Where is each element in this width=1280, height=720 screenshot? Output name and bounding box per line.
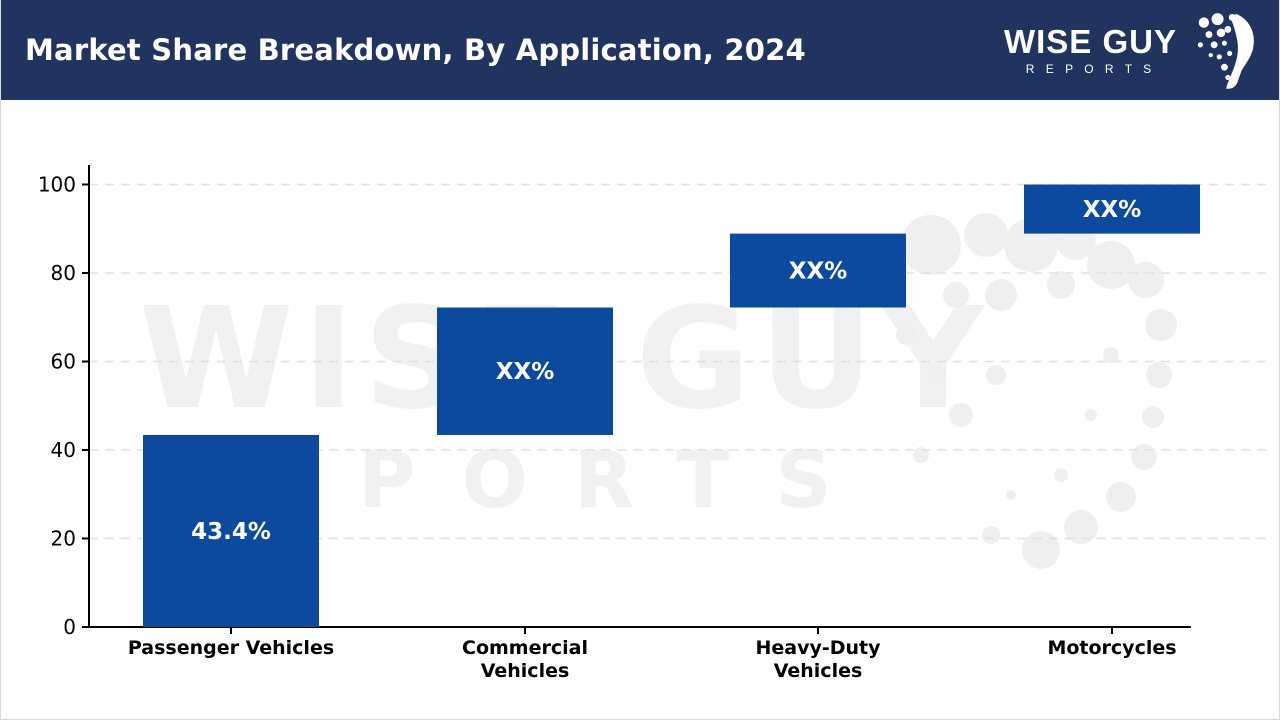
header-bar: Market Share Breakdown, By Application, … <box>1 0 1279 100</box>
brand-name: WISE GUY <box>1003 22 1177 60</box>
bar-passenger-vehicles <box>143 434 319 627</box>
category-label: Commercial Vehicles <box>462 637 588 682</box>
bar-motorcycles <box>1024 184 1200 234</box>
brand-subtitle: R E P O R T S <box>1025 61 1156 76</box>
y-tick-label: 80 <box>51 261 76 285</box>
bar-value-label: XX% <box>1083 197 1142 223</box>
brand-logo: WISE GUY R E P O R T S <box>1004 8 1257 92</box>
y-tick-label: 60 <box>51 350 76 374</box>
y-tick-label: 0 <box>63 615 76 639</box>
y-tick-label: 100 <box>38 173 76 197</box>
bar-value-label: XX% <box>496 359 555 385</box>
y-tick-label: 20 <box>51 527 76 551</box>
brand-logo-text: WISE GUY R E P O R T S <box>1004 25 1177 76</box>
y-tick-label: 40 <box>51 438 76 462</box>
bar-value-label: XX% <box>789 259 848 285</box>
category-label: Passenger Vehicles <box>128 637 334 659</box>
bar-value-label: 43.4% <box>191 519 271 545</box>
bar-heavy-duty-vehicles <box>730 233 906 308</box>
brand-head-icon <box>1197 13 1254 89</box>
category-label: Motorcycles <box>1047 637 1176 659</box>
bar-commercial-vehicles <box>437 307 613 435</box>
category-label: Heavy-Duty Vehicles <box>755 637 881 682</box>
chart-title: Market Share Breakdown, By Application, … <box>25 33 806 67</box>
